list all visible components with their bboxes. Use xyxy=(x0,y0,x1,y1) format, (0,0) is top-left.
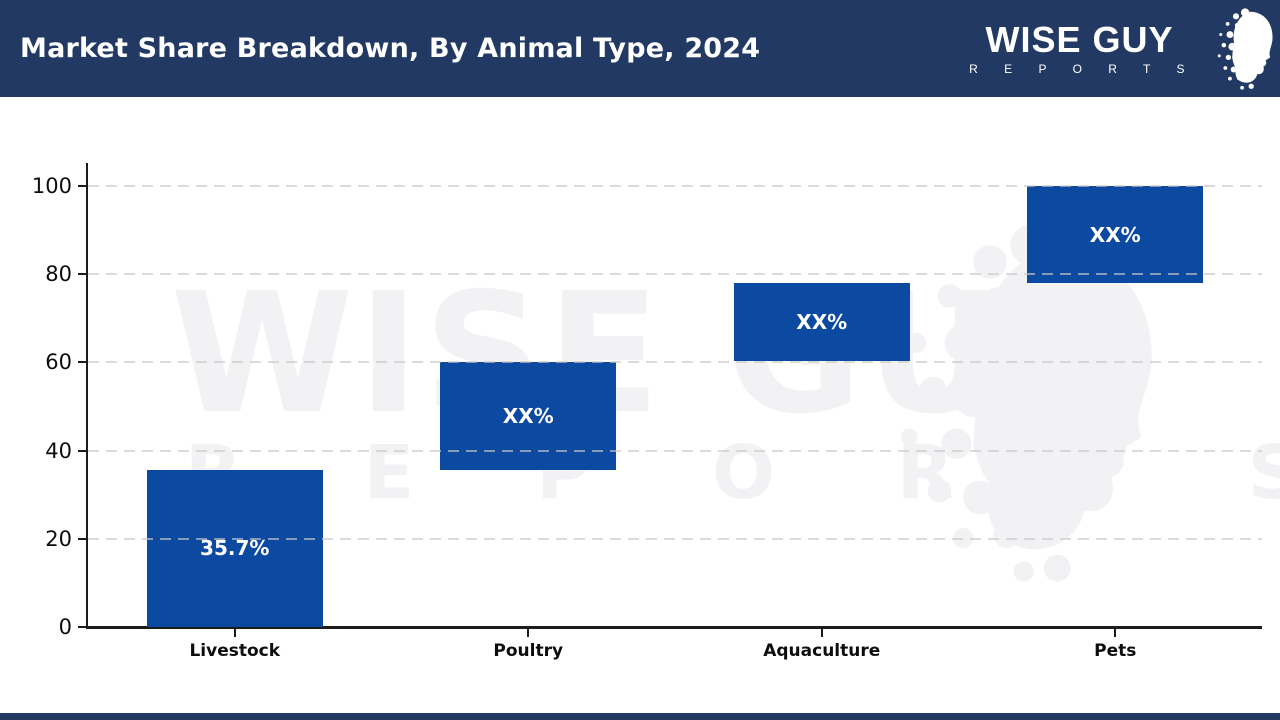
brand-logo: WISE GUY R E P O R T S xyxy=(963,0,1274,97)
watermark-head-icon xyxy=(900,225,1152,582)
plot-area: 35.7% XX% XX% XX% xyxy=(88,163,1262,627)
page-title: Market Share Breakdown, By Animal Type, … xyxy=(20,33,761,64)
y-tick-80 xyxy=(78,273,87,276)
x-tick-pets xyxy=(1114,629,1117,637)
y-tick-100 xyxy=(78,184,87,187)
y-tick-label: 60 xyxy=(45,350,72,375)
y-tick-0 xyxy=(78,626,87,628)
brand-tagline: R E P O R T S xyxy=(969,61,1196,76)
y-tick-40 xyxy=(78,449,87,452)
y-tick-60 xyxy=(78,361,87,364)
gridline-100 xyxy=(88,184,1262,187)
x-axis-line xyxy=(86,626,1262,629)
x-tick-aquaculture xyxy=(820,629,823,637)
bar-poultry: XX% xyxy=(440,361,617,470)
footer-bar xyxy=(0,713,1280,720)
x-category-label: Pets xyxy=(1094,641,1137,661)
x-tick-livestock xyxy=(233,629,236,637)
bar-aquaculture: XX% xyxy=(733,283,910,362)
x-category-label: Poultry xyxy=(493,641,564,661)
y-tick-label: 40 xyxy=(45,438,72,463)
y-tick-label: 0 xyxy=(58,615,72,639)
bar-value-label: XX% xyxy=(1089,222,1141,247)
x-category-label: Livestock xyxy=(189,641,281,661)
brand-name: WISE GUY xyxy=(985,18,1174,60)
y-axis-line xyxy=(86,163,88,629)
bar-pets: XX% xyxy=(1027,185,1204,284)
y-tick-label: 20 xyxy=(45,526,72,551)
y-tick-label: 100 xyxy=(31,173,72,198)
bar-value-label: 35.7% xyxy=(200,536,270,561)
x-tick-poultry xyxy=(527,629,530,637)
gridline-40 xyxy=(88,449,1262,452)
gridline-80 xyxy=(88,273,1262,276)
bar-value-label: XX% xyxy=(796,310,848,335)
bar-livestock: 35.7% xyxy=(146,469,323,627)
brand-logo-text: WISE GUY R E P O R T S xyxy=(963,18,1196,76)
y-tick-label: 80 xyxy=(45,262,72,287)
header: Market Share Breakdown, By Animal Type, … xyxy=(0,0,1280,97)
gridline-60 xyxy=(88,361,1262,364)
y-tick-20 xyxy=(78,537,87,540)
x-category-label: Aquaculture xyxy=(763,641,881,661)
brand-head-icon xyxy=(1217,7,1273,90)
gridline-20 xyxy=(88,537,1262,540)
bar-value-label: XX% xyxy=(502,403,554,428)
